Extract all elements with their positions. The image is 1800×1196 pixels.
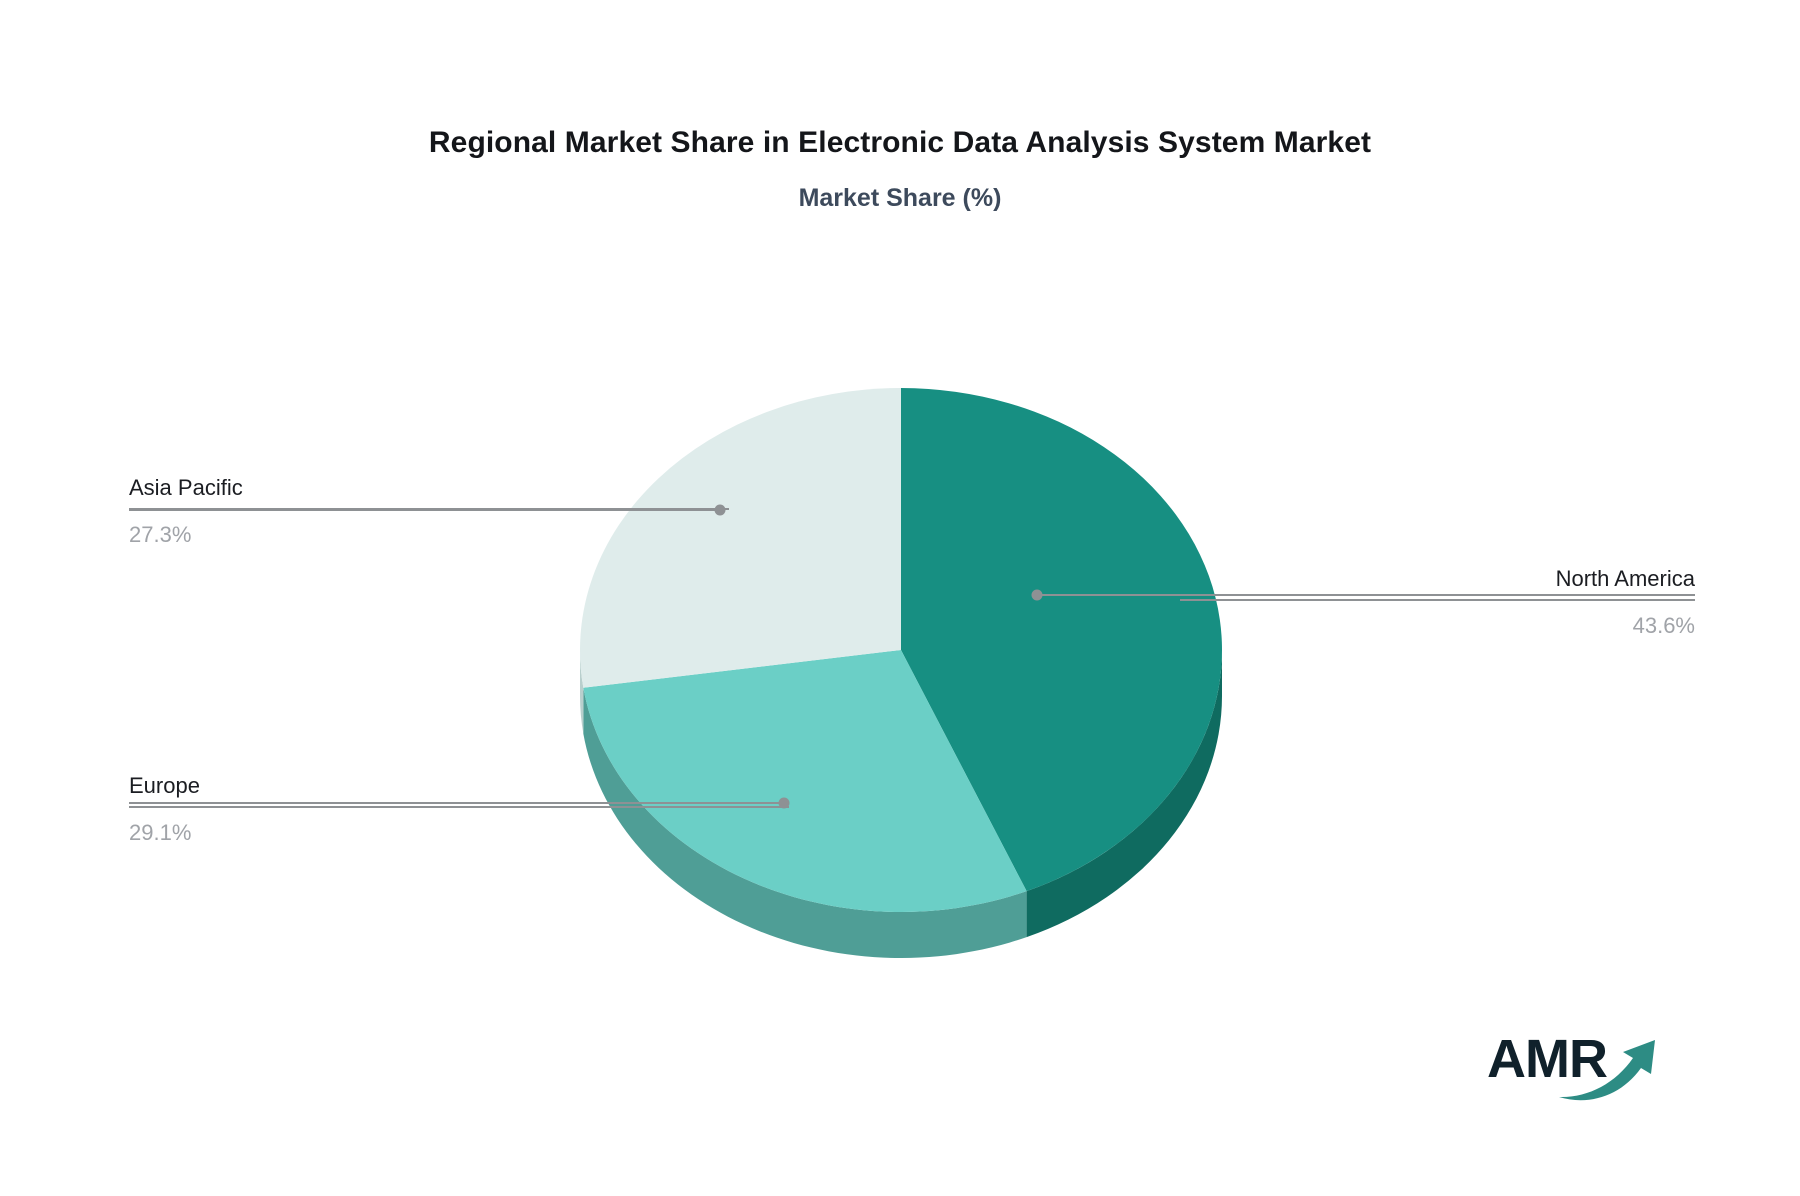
pie-slice-europe[interactable] <box>583 650 1027 913</box>
amr-logo: AMR <box>1487 1028 1667 1101</box>
callout-rule-north-america <box>1180 598 1695 601</box>
growth-arrow-shape <box>1559 1040 1655 1101</box>
callout-label-europe: Europe <box>129 773 200 798</box>
callout-north-america[interactable]: North America 43.6% <box>1180 566 1695 640</box>
callout-value-asia-pacific: 27.3% <box>129 521 192 547</box>
pie-top-faces <box>580 388 1223 913</box>
callout-rule-europe <box>129 805 789 808</box>
leader-dot-europe <box>778 797 790 809</box>
leader-dot-north-america <box>1031 589 1043 601</box>
amr-wordmark: AMR <box>1487 1029 1608 1089</box>
callout-label-asia-pacific: Asia Pacific <box>129 475 243 500</box>
leader-dot-asia-pacific <box>714 504 726 516</box>
callout-asia-pacific[interactable]: Asia Pacific 27.3% <box>129 475 729 549</box>
callout-value-europe: 29.1% <box>129 819 192 845</box>
growth-arrow-icon <box>1559 1040 1655 1101</box>
title-block: Regional Market Share in Electronic Data… <box>0 125 1800 213</box>
chart-subtitle: Market Share (%) <box>798 184 1002 212</box>
pie-side-north-america <box>1026 650 1222 938</box>
pie-side-asia-pacific <box>580 650 584 734</box>
pie-slice-asia-pacific[interactable] <box>580 388 901 688</box>
callout-europe[interactable]: Europe 29.1% <box>129 773 789 847</box>
pie-slice-north-america[interactable] <box>901 388 1223 892</box>
callout-rule-asia-pacific <box>129 507 729 510</box>
pie-3d-side-walls <box>580 650 1222 959</box>
callout-value-north-america: 43.6% <box>1632 612 1695 638</box>
page-title: Regional Market Share in Electronic Data… <box>428 126 1372 159</box>
pie-side-europe <box>583 687 1027 959</box>
callout-label-north-america: North America <box>1555 566 1695 591</box>
leader-lines <box>129 504 1695 809</box>
